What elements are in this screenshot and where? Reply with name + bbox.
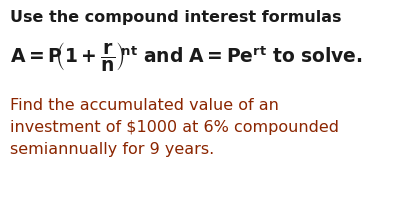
Text: $\mathbf{A = P}\mathbf{\!\!\left(1 + \dfrac{r}{n}\right)^{\!\!nt}}$$\mathbf{\ an: $\mathbf{A = P}\mathbf{\!\!\left(1 + \df… (10, 40, 363, 73)
Text: Use the compound interest formulas: Use the compound interest formulas (10, 10, 342, 25)
Text: Find the accumulated value of an
investment of $1000 at 6% compounded
semiannual: Find the accumulated value of an investm… (10, 98, 339, 157)
